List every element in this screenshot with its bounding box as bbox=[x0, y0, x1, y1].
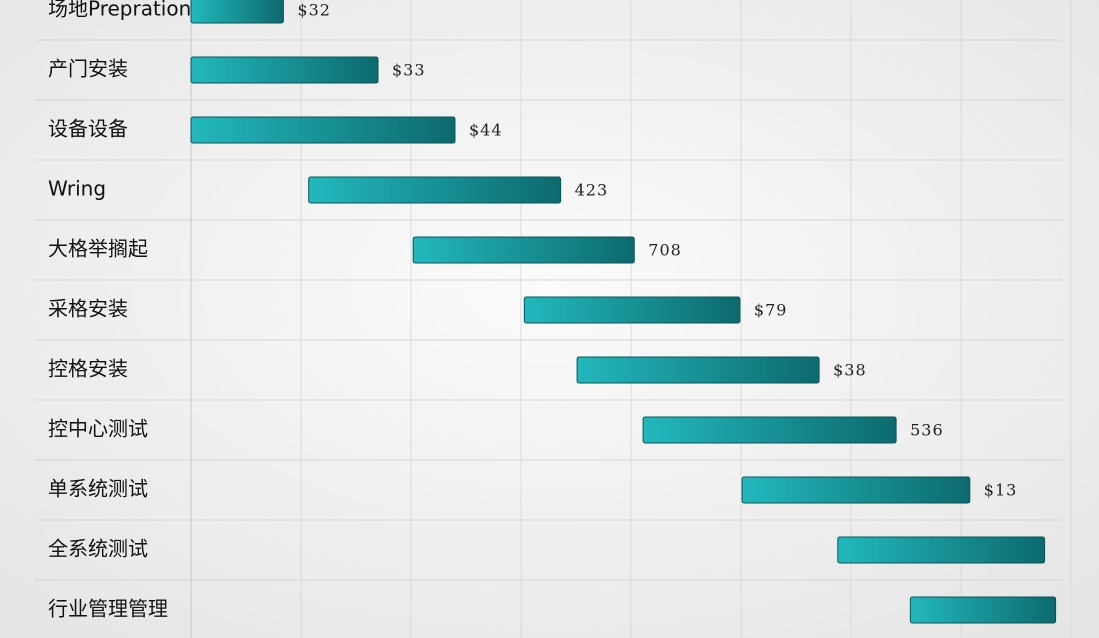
bar-label: 536 bbox=[910, 421, 944, 440]
category-label: 设备设备 bbox=[48, 117, 128, 141]
bar-label: 423 bbox=[575, 181, 609, 200]
bar bbox=[308, 176, 562, 204]
category-label: 全系统测试 bbox=[48, 537, 148, 561]
bar-label: $13 bbox=[984, 481, 1018, 500]
bar bbox=[642, 416, 897, 444]
category-label: 控格安装 bbox=[48, 357, 128, 381]
category-label: 行业管理管理 bbox=[48, 597, 168, 621]
bar-label: $79 bbox=[754, 301, 788, 320]
bar-label: $33 bbox=[392, 61, 426, 80]
category-label: 大格举搁起 bbox=[48, 237, 148, 261]
category-label: 控中心测试 bbox=[48, 417, 148, 441]
bar bbox=[576, 356, 820, 384]
category-label: 采格安装 bbox=[48, 297, 128, 321]
category-label: Wring bbox=[48, 177, 106, 201]
bar bbox=[741, 476, 971, 504]
bar bbox=[837, 536, 1046, 564]
bar bbox=[412, 236, 635, 264]
category-label: 单系统测试 bbox=[48, 477, 148, 501]
bar-label: $32 bbox=[297, 1, 331, 20]
bar bbox=[190, 116, 456, 144]
bar-label: $44 bbox=[469, 121, 503, 140]
category-label: 场地Prepration bbox=[48, 0, 191, 21]
bar bbox=[523, 296, 741, 324]
bar bbox=[190, 0, 284, 24]
bar-label: 708 bbox=[648, 241, 682, 260]
bar-label: $38 bbox=[833, 361, 867, 380]
category-label: 产门安装 bbox=[48, 57, 128, 81]
bar bbox=[190, 56, 379, 84]
bar bbox=[909, 596, 1057, 624]
